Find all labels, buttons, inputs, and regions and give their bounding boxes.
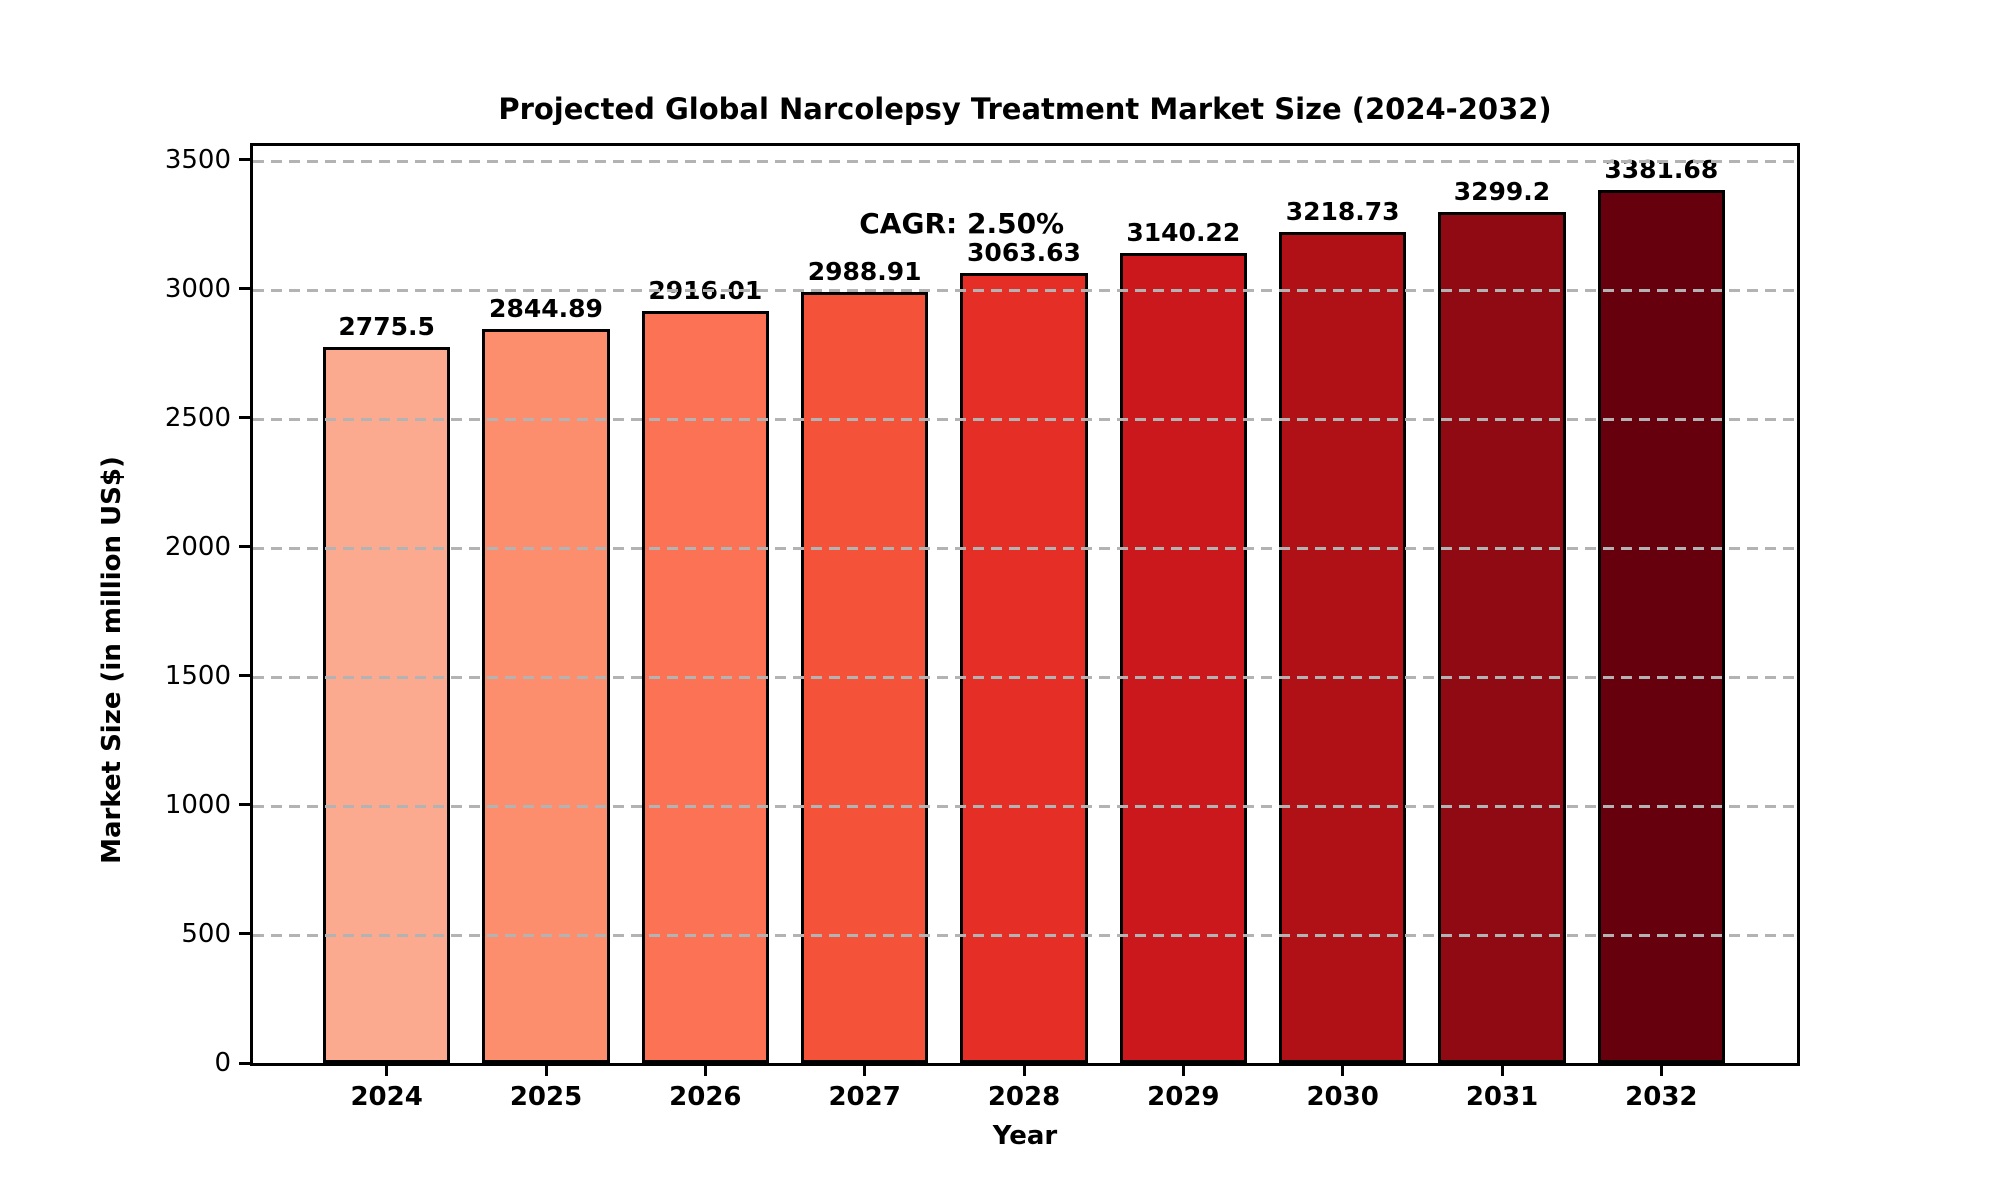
bar-slot-2025: 2844.89 <box>466 146 625 1063</box>
bar-value-label-2032: 3381.68 <box>1604 155 1719 185</box>
x-tick-label-2026: 2026 <box>669 1082 742 1112</box>
y-tick-mark-3500 <box>239 158 250 162</box>
plot-area: 2775.5 2844.89 2916.01 2988.91 3063.63 3140.2… <box>250 143 1800 1066</box>
x-tick-mark-2024 <box>385 1066 389 1076</box>
bar-slot-2026: 2916.01 <box>626 146 785 1063</box>
x-tick-mark-2025 <box>544 1066 548 1076</box>
bar-slot-2027: 2988.91 <box>785 146 944 1063</box>
y-tick-mark-1500 <box>239 674 250 678</box>
bar-value-label-2026: 2916.01 <box>648 275 763 305</box>
bar-2026 <box>641 310 770 1063</box>
bar-slot-2028: 3063.63 <box>944 146 1103 1063</box>
x-tick-mark-2026 <box>703 1066 707 1076</box>
bar-value-label-2024: 2775.5 <box>338 311 435 341</box>
bar-2032 <box>1597 190 1725 1063</box>
bar-2027 <box>800 291 929 1063</box>
bar-slot-2032: 3381.68 <box>1582 146 1741 1063</box>
x-tick-label-2027: 2027 <box>828 1082 901 1112</box>
x-tick-label-2032: 2032 <box>1625 1082 1698 1112</box>
y-tick-mark-0 <box>239 1061 250 1065</box>
y-tick-label-0: 0 <box>214 1048 231 1078</box>
x-tick-label-2029: 2029 <box>1147 1082 1220 1112</box>
x-tick-mark-2032 <box>1659 1066 1663 1076</box>
bar-value-label-2030: 3218.73 <box>1285 197 1400 227</box>
x-tick-label-2028: 2028 <box>987 1082 1061 1112</box>
y-tick-label-1000: 1000 <box>164 789 231 820</box>
y-tick-mark-2000 <box>239 545 250 549</box>
chart-title: Projected Global Narcolepsy Treatment Ma… <box>498 92 1552 126</box>
bar-slot-2030: 3218.73 <box>1263 146 1422 1063</box>
x-tick-mark-2031 <box>1500 1066 1504 1076</box>
x-tick-label-2031: 2031 <box>1465 1082 1539 1112</box>
bar-2031 <box>1438 211 1566 1063</box>
x-tick-label-2025: 2025 <box>509 1082 583 1112</box>
y-tick-mark-3000 <box>239 287 250 291</box>
bar-2029 <box>1119 252 1248 1063</box>
bar-value-label-2025: 2844.89 <box>489 293 603 323</box>
y-tick-label-3500: 3500 <box>164 144 231 175</box>
bar-value-label-2028: 3063.63 <box>967 237 1081 267</box>
y-tick-mark-500 <box>239 932 250 936</box>
bars-container: 2775.5 2844.89 2916.01 2988.91 3063.63 3140.2… <box>307 146 1741 1063</box>
y-tick-label-2500: 2500 <box>164 402 231 433</box>
x-tick-mark-2027 <box>863 1066 867 1076</box>
y-tick-label-3000: 3000 <box>164 273 231 304</box>
y-tick-mark-2500 <box>239 416 250 420</box>
bar-value-label-2029: 3140.22 <box>1126 217 1241 247</box>
bar-slot-2029: 3140.22 <box>1104 146 1263 1063</box>
bar-slot-2031: 3299.2 <box>1422 146 1581 1063</box>
x-tick-mark-2028 <box>1022 1066 1026 1076</box>
cagr-annotation: CAGR: 2.50% <box>859 207 1065 240</box>
y-tick-label-1500: 1500 <box>164 660 231 691</box>
bar-2028 <box>960 272 1088 1063</box>
bar-value-label-2027: 2988.91 <box>807 256 922 286</box>
bar-2030 <box>1278 232 1407 1063</box>
x-tick-label-2024: 2024 <box>350 1082 423 1112</box>
bar-value-label-2031: 3299.2 <box>1453 176 1551 206</box>
x-tick-mark-2029 <box>1181 1066 1185 1076</box>
y-tick-label-2000: 2000 <box>164 531 231 562</box>
x-tick-label-2030: 2030 <box>1306 1082 1379 1112</box>
x-axis-label: Year <box>992 1121 1058 1151</box>
bar-2025 <box>482 328 610 1063</box>
bar-2024 <box>322 346 451 1063</box>
y-tick-mark-1000 <box>239 803 250 807</box>
bar-slot-2024: 2775.5 <box>307 146 466 1063</box>
x-tick-mark-2030 <box>1341 1066 1345 1076</box>
y-tick-label-500: 500 <box>181 918 231 949</box>
